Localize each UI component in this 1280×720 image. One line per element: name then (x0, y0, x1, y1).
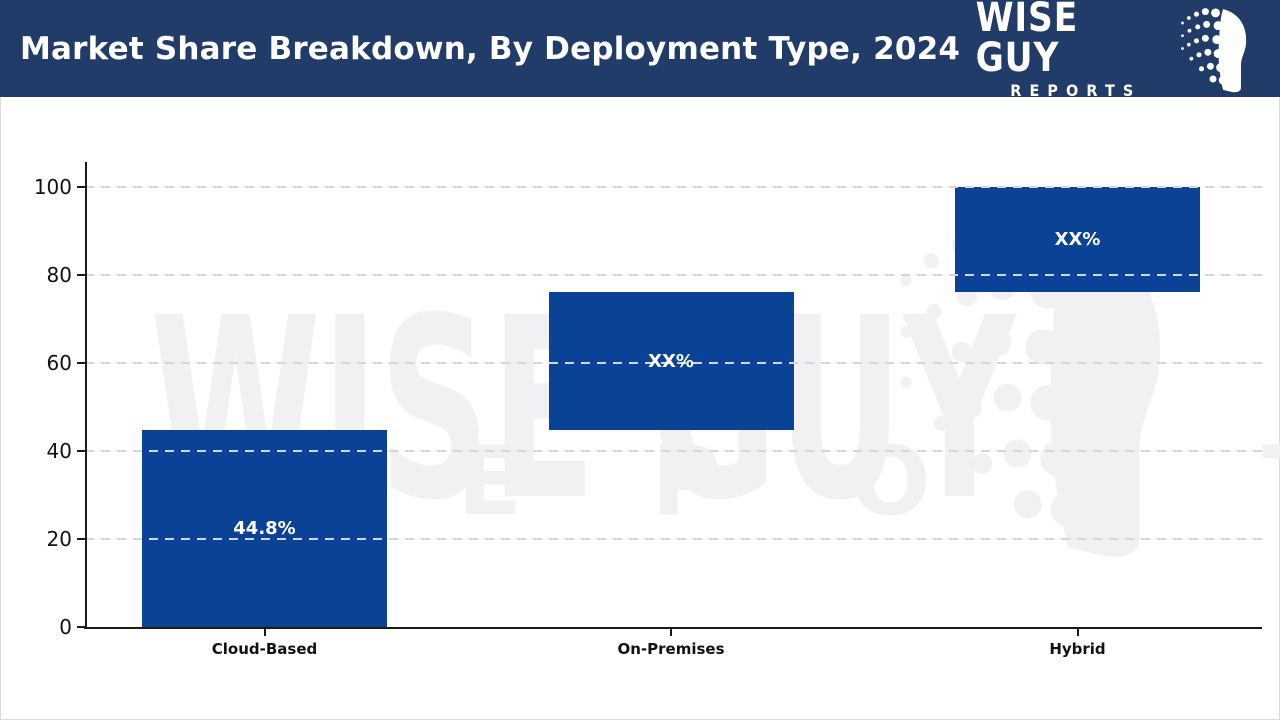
logo-wordmark-line2: REPORTS (1010, 80, 1142, 100)
gridline-60 (85, 362, 1262, 364)
dotted-head-icon (1180, 8, 1247, 93)
x-axis-line (84, 627, 1262, 629)
y-tick-label: 60 (46, 351, 72, 375)
gridline-20 (85, 538, 1262, 540)
y-tick-label: 0 (59, 615, 72, 639)
y-tick-mark (77, 538, 85, 540)
y-tick-label: 100 (33, 175, 72, 199)
y-tick-mark (77, 626, 85, 628)
header-bar: Market Share Breakdown, By Deployment Ty… (0, 0, 1280, 100)
gridline-100 (85, 186, 1262, 188)
y-tick-label: 40 (46, 439, 72, 463)
logo-wordmark: WISE GUY REPORTS (960, 0, 1183, 100)
y-axis-line (85, 162, 87, 629)
y-tick-label: 80 (46, 263, 72, 287)
logo-wordmark-line1: WISE GUY (975, 0, 1079, 81)
page-title: Market Share Breakdown, By Deployment Ty… (20, 30, 961, 67)
x-axis-category-label: On-Premises (617, 640, 725, 658)
y-tick-mark (77, 362, 85, 364)
x-tick-mark (1076, 629, 1079, 636)
brand-logo: WISE GUY REPORTS (960, 0, 1280, 100)
x-axis-category-label: Hybrid (1049, 640, 1106, 658)
x-tick-mark (263, 629, 266, 636)
bar-cloud-based (142, 429, 387, 627)
bar-value-label: XX% (648, 350, 694, 372)
bar-on-premises (548, 292, 794, 430)
y-tick-mark (77, 274, 85, 276)
gridline-80 (85, 274, 1262, 276)
x-axis-category-label: Cloud-Based (211, 640, 318, 658)
bar-value-label: XX% (1054, 229, 1101, 251)
bar-value-label: 44.8% (233, 517, 296, 539)
gridline-40 (85, 450, 1262, 452)
y-tick-mark (77, 186, 85, 188)
y-tick-label: 20 (46, 527, 72, 551)
x-tick-mark (670, 629, 672, 636)
y-tick-mark (77, 450, 85, 452)
